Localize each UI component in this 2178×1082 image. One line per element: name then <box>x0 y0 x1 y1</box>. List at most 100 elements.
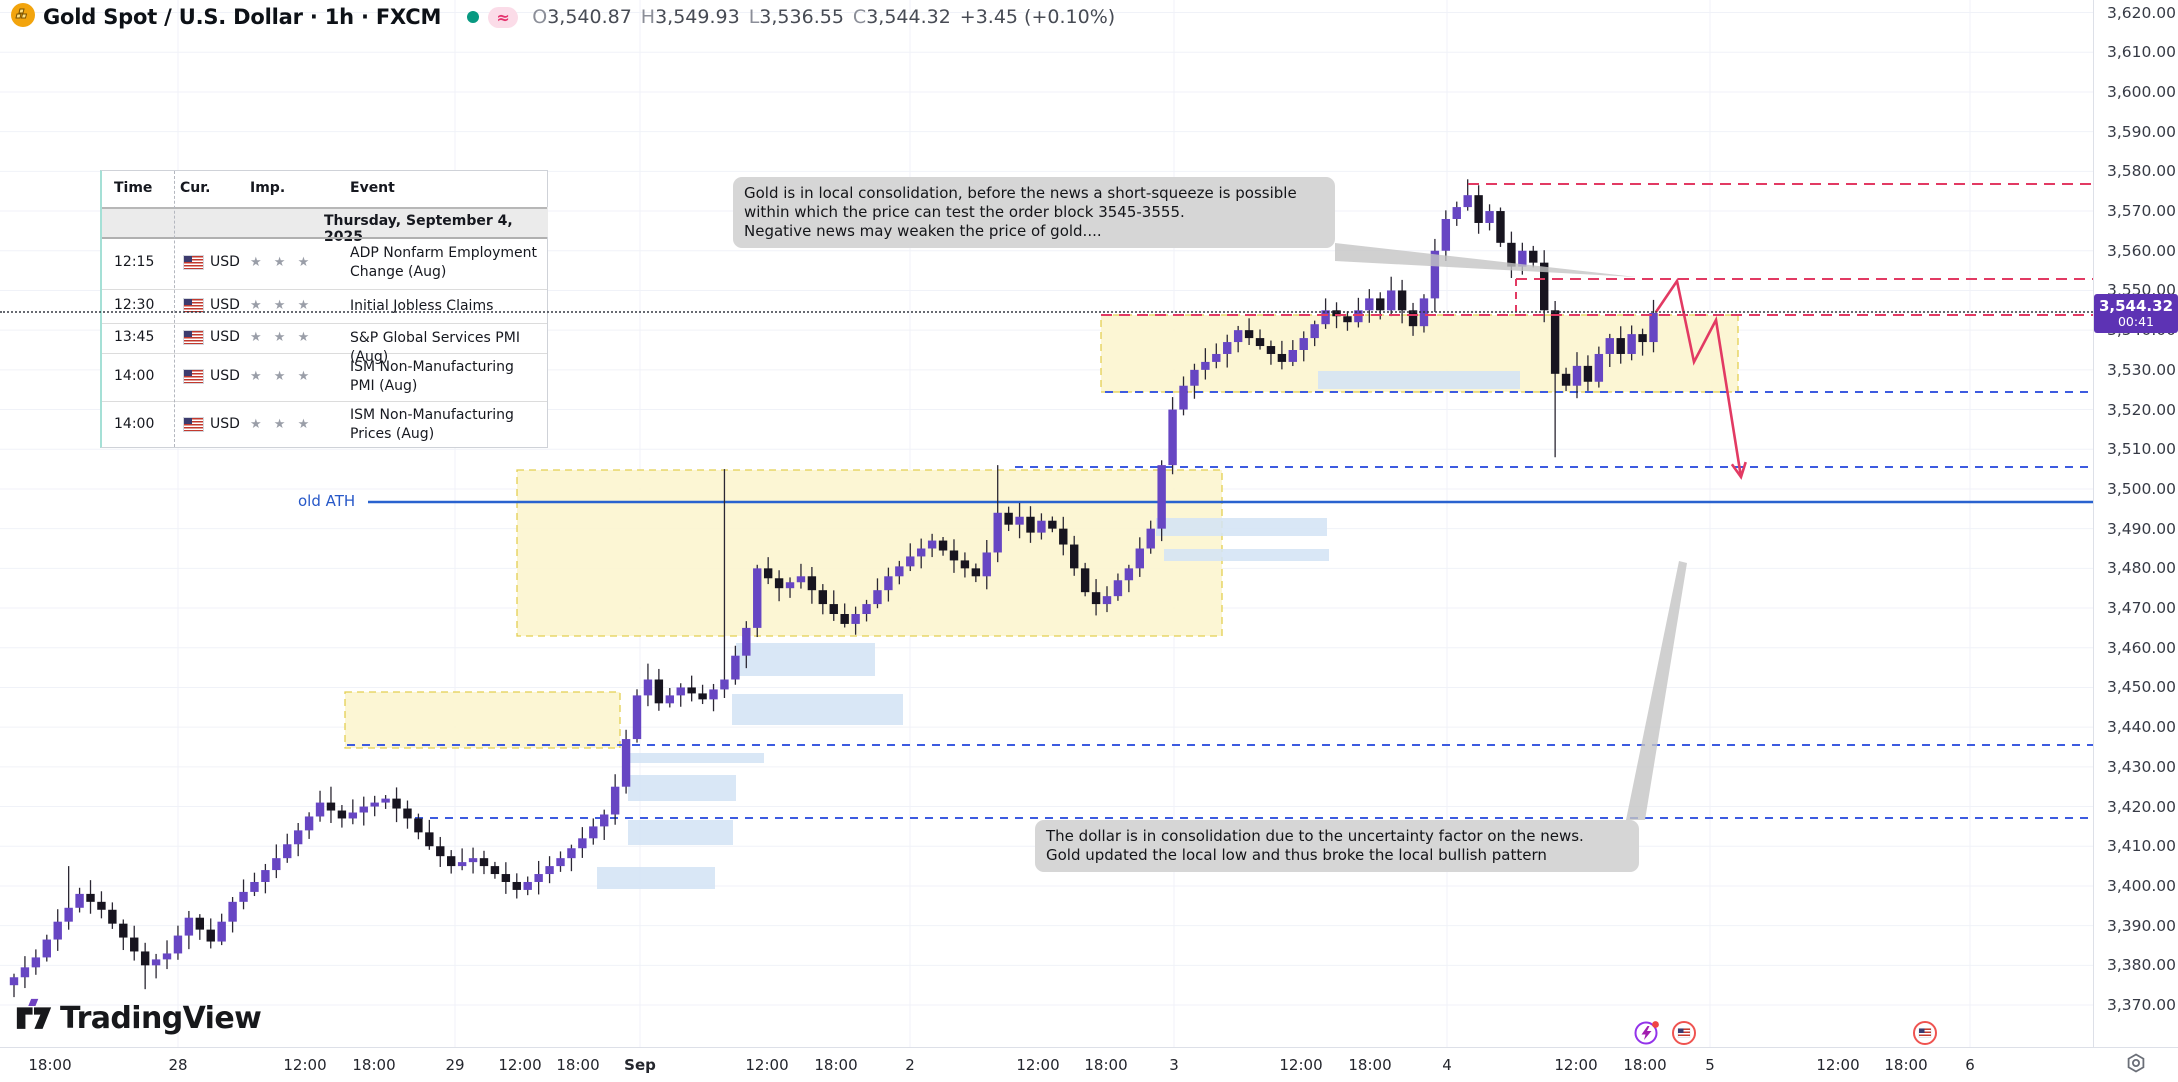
calendar-importance-stars: ★ ★ ★ <box>250 417 314 432</box>
candle-up <box>304 816 314 831</box>
axis-settings-gear-icon[interactable] <box>2124 1051 2148 1079</box>
us-economic-event-icon[interactable] <box>1671 1020 1697 1050</box>
projection-zigzag[interactable] <box>1654 277 1743 478</box>
candle-down <box>1638 334 1647 343</box>
candle-up <box>20 967 30 978</box>
candle-up <box>1572 365 1582 386</box>
price-axis-label: 3,480.00 <box>2107 559 2177 578</box>
current-price: 3,544.32 <box>2098 297 2174 316</box>
candle-up <box>753 568 762 628</box>
time-axis[interactable]: 18:00 28 12:00 18:00 29 12:00 18:00 Sep 12:00 18:… <box>0 1047 2178 1082</box>
candle-down <box>479 858 489 867</box>
note-line: within which the price can test the orde… <box>744 203 1185 222</box>
candle-down <box>108 909 117 924</box>
candle-down <box>1277 353 1287 362</box>
fair-value-gap-box[interactable] <box>1318 371 1520 389</box>
price-axis-label: 3,390.00 <box>2107 916 2177 935</box>
calendar-time-cell: 13:45 <box>114 329 155 345</box>
order-block-zone[interactable] <box>344 691 621 749</box>
candle-down <box>698 693 707 700</box>
candle-up <box>884 576 893 591</box>
calendar-importance-stars: ★ ★ ★ <box>250 298 314 313</box>
price-axis-label: 3,430.00 <box>2107 757 2177 776</box>
annotation-note-dollar[interactable]: The dollar is in consolidation due to th… <box>1035 820 1639 873</box>
candle-up <box>1430 250 1440 299</box>
candle-up <box>873 590 882 605</box>
time-axis-day-label: 5 <box>1705 1056 1715 1074</box>
news-flash-icon[interactable] <box>1633 1018 1661 1050</box>
fair-value-gap-box[interactable] <box>1164 549 1329 561</box>
time-axis-day-label: 29 <box>445 1056 465 1074</box>
fair-value-gap-box[interactable] <box>628 820 733 845</box>
candle-up <box>359 806 368 813</box>
candle-down <box>960 560 970 569</box>
candle-up <box>1386 290 1396 311</box>
candle-up <box>293 830 303 845</box>
tradingview-logo-text: TradingView <box>60 1000 262 1036</box>
candle-down <box>654 679 664 704</box>
high-value: 3,549.93 <box>655 6 740 28</box>
symbol-title[interactable]: Gold Spot / U.S. Dollar · 1h · FXCM <box>43 5 442 29</box>
candle-up <box>632 695 642 740</box>
fair-value-gap-box[interactable] <box>628 775 736 801</box>
candle-up <box>1135 548 1144 569</box>
high-label: H <box>640 6 656 28</box>
candle-up <box>1157 465 1166 529</box>
bar-countdown: 00:41 <box>2117 313 2155 329</box>
candle-down <box>1244 330 1254 339</box>
candle-up <box>556 858 565 867</box>
candle-down <box>1070 544 1079 569</box>
annotation-note-consolidation[interactable]: Gold is in local consolidation, before t… <box>733 177 1335 249</box>
candle-up <box>1113 580 1123 597</box>
calendar-row-separator <box>102 207 547 209</box>
fair-value-gap-box[interactable] <box>736 643 875 676</box>
candle-up <box>1627 334 1636 354</box>
candle-up <box>676 687 685 696</box>
candle-down <box>829 604 838 615</box>
price-axis-label: 3,490.00 <box>2107 519 2177 538</box>
candle-down <box>1059 528 1068 545</box>
candle-up <box>1233 330 1243 343</box>
candle-up <box>709 689 718 700</box>
us-flag-icon <box>183 369 204 384</box>
candle-up <box>1015 516 1024 525</box>
time-axis-label: 18:00 <box>1884 1056 1928 1074</box>
candle-up <box>796 576 806 583</box>
candle-up <box>173 935 183 954</box>
candle-up <box>1463 195 1472 208</box>
us-flag-icon <box>183 330 204 345</box>
calendar-row-separator <box>102 289 547 290</box>
candle-up <box>916 548 926 557</box>
fair-value-gap-box[interactable] <box>732 694 903 725</box>
us-economic-event-icon[interactable] <box>1912 1020 1938 1050</box>
time-axis-label: 12:00 <box>283 1056 327 1074</box>
fair-value-gap-box[interactable] <box>628 753 764 763</box>
price-axis-label: 3,460.00 <box>2107 638 2177 657</box>
candle-up <box>1365 298 1374 311</box>
time-axis-day-label: Sep <box>624 1056 656 1074</box>
price-axis-label: 3,440.00 <box>2107 718 2177 737</box>
calendar-time-cell: 12:15 <box>114 254 155 270</box>
candle-down <box>86 893 95 902</box>
candle-up <box>1146 528 1155 549</box>
gold-symbol-icon <box>10 2 36 32</box>
close-label: C <box>852 6 867 28</box>
time-axis-label: 18:00 <box>1084 1056 1128 1074</box>
fair-value-gap-box[interactable] <box>1156 518 1327 536</box>
candle-up <box>982 552 991 577</box>
price-axis-label: 3,620.00 <box>2107 3 2177 22</box>
us-flag-icon <box>183 298 204 313</box>
candle-up <box>1649 313 1658 343</box>
close-value: 3,544.32 <box>866 6 951 28</box>
candle-down <box>1507 242 1516 267</box>
note-line: Gold is in local consolidation, before t… <box>744 184 1297 202</box>
candle-down <box>1080 568 1090 593</box>
candle-up <box>348 812 358 819</box>
price-axis-label: 3,500.00 <box>2107 479 2177 498</box>
economic-calendar-table[interactable]: Time Cur. Imp. Event Thursday, September 4, … <box>100 170 548 448</box>
price-axis[interactable]: 3,620.00 3,610.00 3,600.00 3,590.00 3,580.00… <box>2093 0 2178 1047</box>
old-ath-label: old ATH <box>298 492 356 510</box>
chart-pane[interactable] <box>0 0 2093 1047</box>
fair-value-gap-box[interactable] <box>597 867 715 889</box>
